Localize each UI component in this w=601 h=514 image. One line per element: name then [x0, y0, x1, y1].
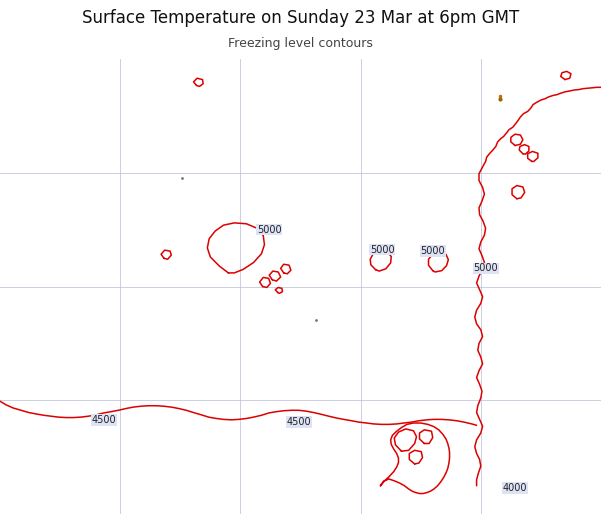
Text: 4500: 4500 — [92, 415, 116, 425]
Text: 5000: 5000 — [370, 245, 394, 255]
Text: 5000: 5000 — [474, 263, 498, 273]
Text: Surface Temperature on Sunday 23 Mar at 6pm GMT: Surface Temperature on Sunday 23 Mar at … — [82, 9, 519, 27]
Text: 5000: 5000 — [257, 225, 281, 235]
Text: Freezing level contours: Freezing level contours — [228, 36, 373, 50]
Text: 4500: 4500 — [287, 417, 311, 427]
Text: 5000: 5000 — [421, 246, 445, 256]
Text: 4000: 4000 — [503, 483, 527, 493]
